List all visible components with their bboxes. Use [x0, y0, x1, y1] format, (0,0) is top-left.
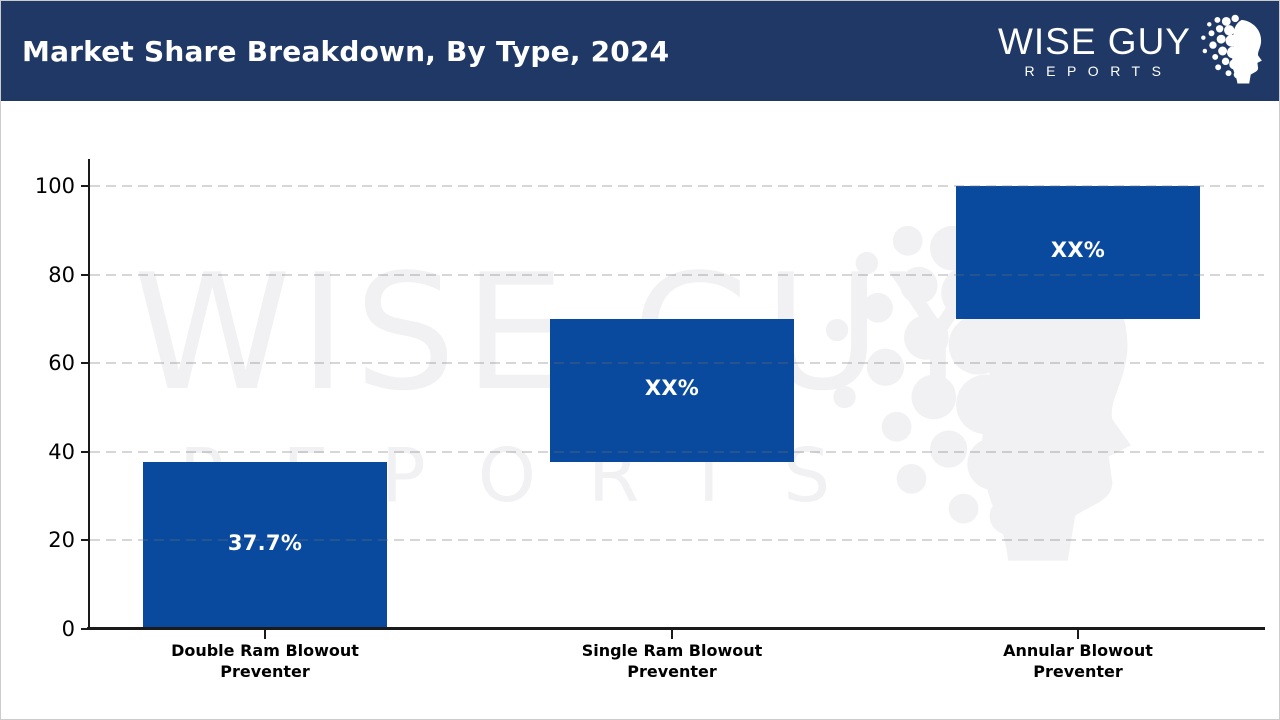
bar — [550, 318, 794, 462]
logo-wordmark: WISE GUY — [997, 21, 1191, 63]
y-tick — [81, 185, 89, 187]
logo-dot-face-icon — [1201, 14, 1262, 84]
gridline — [90, 273, 1264, 276]
gridline — [90, 362, 1264, 364]
y-tick-label: 40 — [48, 439, 75, 464]
y-tick — [81, 450, 89, 453]
x-tick — [671, 630, 673, 639]
y-axis — [88, 159, 90, 629]
wise-guy-reports-logo: WISE GUY REPORTS — [998, 9, 1267, 93]
chart-title: Market Share Breakdown, By Type, 2024 — [22, 34, 670, 68]
gridline — [90, 185, 1264, 187]
logo-subtitle: REPORTS — [1024, 62, 1173, 79]
y-tick-label: 20 — [48, 528, 75, 552]
x-tick — [264, 630, 266, 639]
y-tick-label: 0 — [61, 616, 75, 641]
x-category-label: Annular Blowout Preventer — [1003, 641, 1153, 682]
bar-value-label: XX% — [644, 376, 700, 401]
x-axis — [87, 627, 1265, 630]
bar-value-label: XX% — [1050, 238, 1106, 263]
bar-value-label: 37.7% — [227, 531, 303, 556]
x-category-label: Double Ram Blowout Preventer — [171, 641, 359, 682]
x-tick — [1077, 630, 1079, 639]
gridline — [90, 450, 1264, 453]
bar — [956, 186, 1200, 319]
y-tick — [81, 362, 89, 364]
logo-text: WISE GUY REPORTS — [997, 21, 1191, 79]
y-tick — [81, 627, 89, 630]
gridline — [90, 539, 1264, 541]
y-tick — [81, 539, 89, 541]
x-category-label: Single Ram Blowout Preventer — [581, 641, 763, 682]
bar — [143, 461, 387, 629]
y-tick-label: 60 — [48, 351, 75, 375]
header-bar: Market Share Breakdown, By Type, 2024 WI… — [1, 1, 1279, 101]
y-tick-label: 100 — [34, 174, 75, 198]
y-tick-label: 80 — [48, 262, 75, 287]
y-tick — [81, 273, 89, 276]
